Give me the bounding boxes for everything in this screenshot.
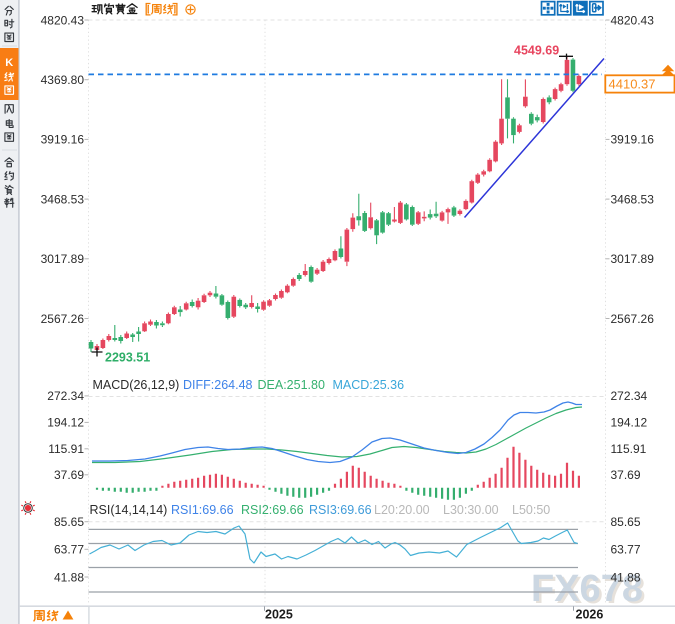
svg-text:3017.89: 3017.89: [41, 252, 85, 266]
svg-text:3919.16: 3919.16: [41, 133, 85, 147]
svg-text:63.77: 63.77: [54, 543, 84, 557]
svg-text:3017.89: 3017.89: [611, 252, 655, 266]
svg-text:FX678: FX678: [531, 568, 643, 610]
svg-text:3919.16: 3919.16: [611, 133, 655, 147]
svg-text:272.34: 272.34: [611, 389, 648, 403]
svg-text:MACD(26,12,9): MACD(26,12,9): [93, 378, 180, 392]
svg-text:2025: 2025: [265, 608, 293, 622]
svg-text:115.91: 115.91: [48, 442, 84, 456]
svg-text:RSI1:69.66: RSI1:69.66: [171, 503, 234, 517]
svg-text:L50:50: L50:50: [512, 503, 550, 517]
svg-text:K: K: [5, 57, 13, 69]
svg-text:2293.51: 2293.51: [105, 351, 150, 365]
svg-text:4369.80: 4369.80: [41, 73, 85, 87]
svg-text:85.65: 85.65: [54, 515, 84, 529]
svg-text:4410.37: 4410.37: [609, 77, 656, 92]
svg-text:MACD:25.36: MACD:25.36: [333, 378, 405, 392]
svg-text:4820.43: 4820.43: [611, 13, 655, 27]
svg-text:63.77: 63.77: [611, 543, 641, 557]
svg-text:194.12: 194.12: [47, 416, 84, 430]
svg-text:2026: 2026: [576, 608, 604, 622]
svg-text:41.88: 41.88: [611, 570, 641, 584]
svg-text:DIFF:264.48: DIFF:264.48: [183, 378, 253, 392]
svg-text:4549.69: 4549.69: [514, 44, 559, 58]
svg-text:RSI2:69.66: RSI2:69.66: [241, 503, 304, 517]
svg-text:272.34: 272.34: [47, 389, 84, 403]
svg-text:2567.26: 2567.26: [41, 312, 85, 326]
svg-text:2567.26: 2567.26: [611, 312, 655, 326]
svg-text:RSI3:69.66: RSI3:69.66: [309, 503, 372, 517]
svg-text:194.12: 194.12: [611, 416, 648, 430]
svg-text:41.88: 41.88: [54, 570, 84, 584]
svg-text:37.69: 37.69: [611, 468, 641, 482]
svg-text:L30:30.00: L30:30.00: [443, 503, 499, 517]
svg-text:37.69: 37.69: [54, 468, 84, 482]
svg-text:DEA:251.80: DEA:251.80: [258, 378, 325, 392]
svg-text:FX678: FX678: [534, 570, 646, 612]
svg-text:3468.53: 3468.53: [41, 192, 85, 206]
svg-text:L20:20.00: L20:20.00: [374, 503, 430, 517]
svg-text:4820.43: 4820.43: [41, 13, 85, 27]
svg-text:3468.53: 3468.53: [611, 192, 655, 206]
svg-text:115.91: 115.91: [611, 442, 647, 456]
svg-text:RSI(14,14,14): RSI(14,14,14): [90, 503, 168, 517]
svg-text:85.65: 85.65: [611, 515, 641, 529]
